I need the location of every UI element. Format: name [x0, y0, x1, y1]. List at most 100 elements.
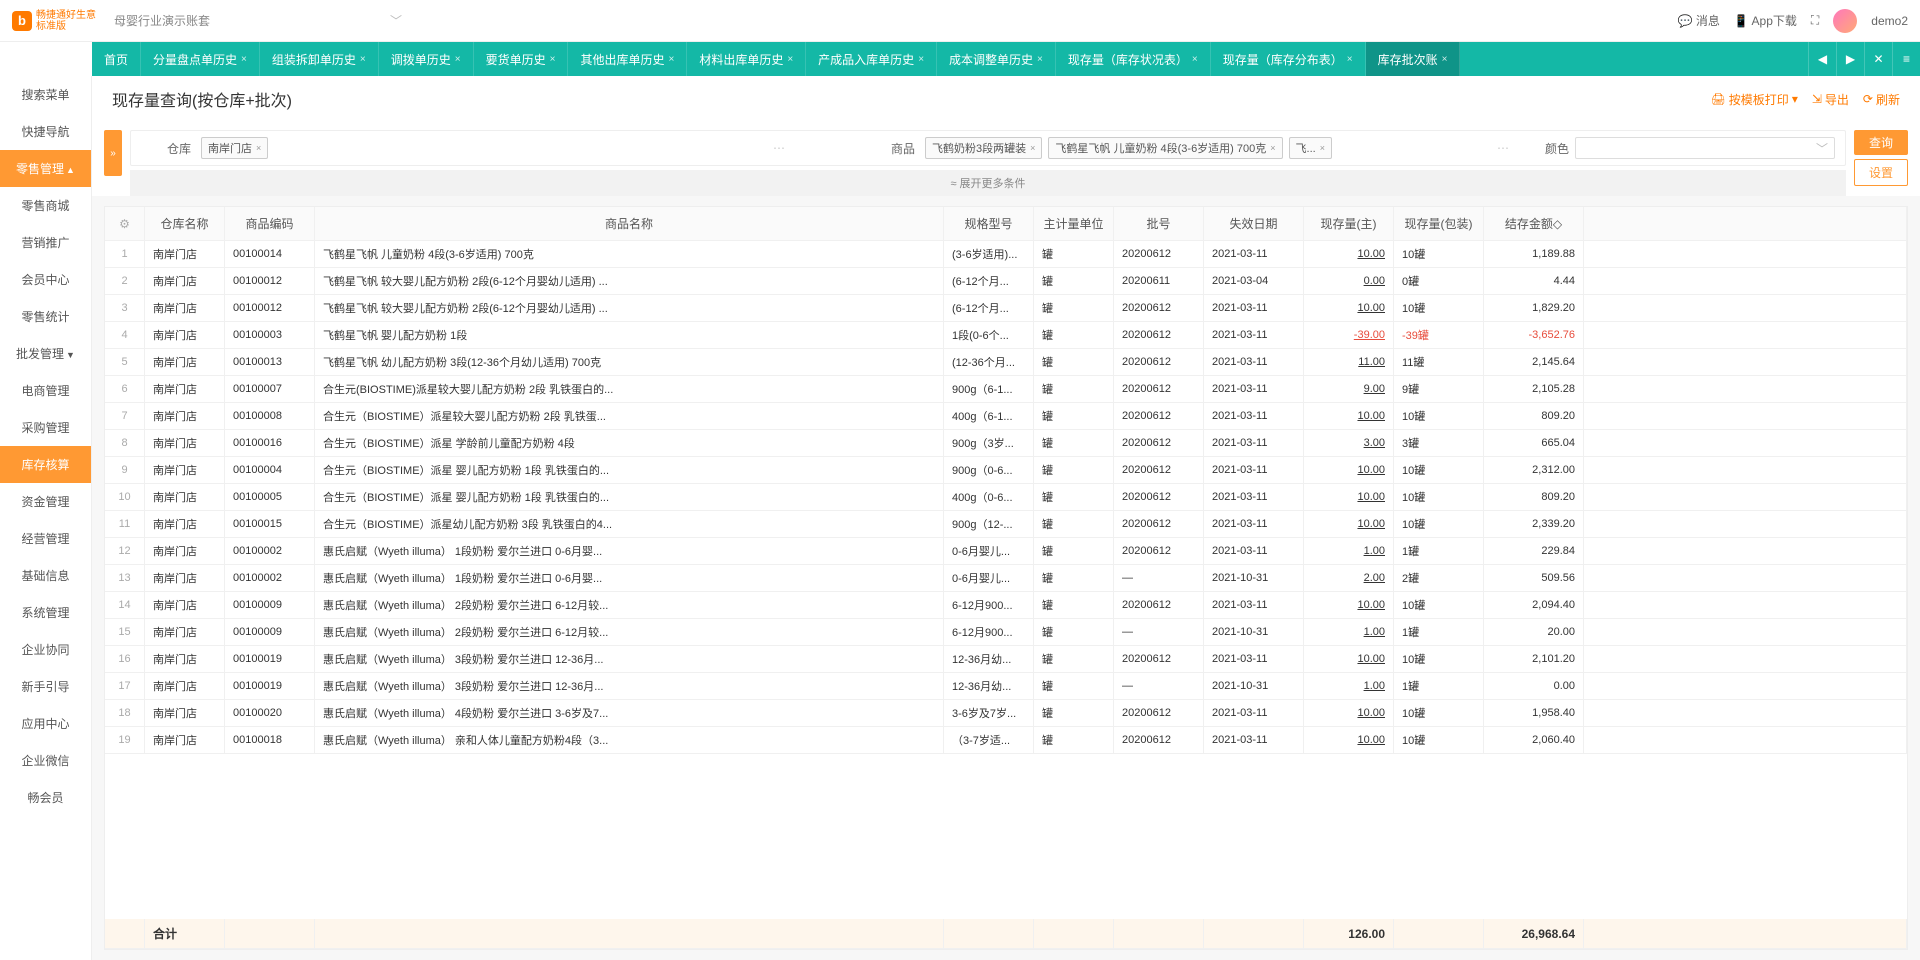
sidebar-item[interactable]: 基础信息	[0, 557, 91, 594]
table-row[interactable]: 14 南岸门店 00100009 惠氏启赋（Wyeth illuma） 2段奶粉…	[105, 592, 1907, 619]
sidebar-item[interactable]: 会员中心	[0, 261, 91, 298]
tab[interactable]: 现存量（库存分布表）×	[1211, 42, 1366, 76]
qty-link[interactable]: 10.00	[1357, 707, 1385, 719]
col-pkg[interactable]: 现存量(包装)	[1394, 207, 1484, 240]
table-row[interactable]: 3 南岸门店 00100012 飞鹤星飞帆 较大婴儿配方奶粉 2段(6-12个月…	[105, 295, 1907, 322]
close-icon[interactable]: ×	[1030, 143, 1035, 153]
qty-link[interactable]: 1.00	[1364, 626, 1385, 638]
sidebar-item[interactable]: 应用中心	[0, 705, 91, 742]
close-icon[interactable]: ×	[256, 143, 261, 153]
qty-link[interactable]: 11.00	[1358, 356, 1385, 368]
tab[interactable]: 产成品入库单历史×	[806, 42, 937, 76]
sidebar-item[interactable]: 批发管理▼	[0, 335, 91, 372]
close-icon[interactable]: ×	[1442, 54, 1448, 65]
export-button[interactable]: ⇲ 导出	[1812, 91, 1849, 108]
tab-menu[interactable]: ≡	[1892, 42, 1920, 76]
col-code[interactable]: 商品编码	[225, 207, 315, 240]
close-icon[interactable]: ×	[550, 54, 556, 65]
table-row[interactable]: 7 南岸门店 00100008 合生元（BIOSTIME）派星较大婴儿配方奶粉 …	[105, 403, 1907, 430]
filter-tag[interactable]: 飞...×	[1289, 137, 1332, 159]
settings-button[interactable]: 设置	[1854, 159, 1908, 186]
sidebar-item[interactable]: 搜索菜单	[0, 76, 91, 113]
table-row[interactable]: 15 南岸门店 00100009 惠氏启赋（Wyeth illuma） 2段奶粉…	[105, 619, 1907, 646]
table-row[interactable]: 4 南岸门店 00100003 飞鹤星飞帆 婴儿配方奶粉 1段 1段(0-6个.…	[105, 322, 1907, 349]
tab[interactable]: 组装拆卸单历史×	[260, 42, 379, 76]
qty-link[interactable]: 10.00	[1357, 491, 1385, 503]
table-row[interactable]: 1 南岸门店 00100014 飞鹤星飞帆 儿童奶粉 4段(3-6岁适用) 70…	[105, 241, 1907, 268]
col-amt[interactable]: 结存金额	[1505, 215, 1553, 232]
close-icon[interactable]: ×	[241, 54, 247, 65]
qty-link[interactable]: 10.00	[1357, 653, 1385, 665]
col-name[interactable]: 商品名称	[315, 207, 944, 240]
filter-tag[interactable]: 飞鹤星飞帆 儿童奶粉 4段(3-6岁适用) 700克×	[1048, 137, 1282, 159]
col-expire[interactable]: 失效日期	[1204, 207, 1304, 240]
qty-link[interactable]: 0.00	[1364, 275, 1385, 287]
col-batch[interactable]: 批号	[1114, 207, 1204, 240]
gear-icon[interactable]: ⚙	[105, 207, 145, 240]
qty-link[interactable]: 10.00	[1357, 248, 1385, 260]
fullscreen-icon[interactable]: ⛶	[1811, 13, 1819, 28]
print-button[interactable]: 🖨 按模板打印 ▾	[1711, 91, 1798, 108]
qty-link[interactable]: 1.00	[1364, 680, 1385, 692]
sidebar-item[interactable]: 营销推广	[0, 224, 91, 261]
sidebar-item[interactable]: 新手引导	[0, 668, 91, 705]
table-row[interactable]: 13 南岸门店 00100002 惠氏启赋（Wyeth illuma） 1段奶粉…	[105, 565, 1907, 592]
tab[interactable]: 要货单历史×	[474, 42, 569, 76]
sidebar-item[interactable]: 零售管理▲	[0, 150, 91, 187]
account-selector[interactable]: 母婴行业演示账套﹀	[100, 12, 1678, 29]
tab[interactable]: 成本调整单历史×	[937, 42, 1056, 76]
close-icon[interactable]: ×	[360, 54, 366, 65]
color-select[interactable]: ﹀	[1575, 137, 1835, 159]
table-row[interactable]: 10 南岸门店 00100005 合生元（BIOSTIME）派星 婴儿配方奶粉 …	[105, 484, 1907, 511]
qty-link[interactable]: 3.00	[1364, 437, 1385, 449]
tab[interactable]: 材料出库单历史×	[687, 42, 806, 76]
qty-link[interactable]: 2.00	[1364, 572, 1385, 584]
tab-scroll-left[interactable]: ◀	[1808, 42, 1836, 76]
sidebar-item[interactable]: 零售统计	[0, 298, 91, 335]
avatar[interactable]	[1833, 9, 1857, 33]
col-spec[interactable]: 规格型号	[944, 207, 1034, 240]
tab[interactable]: 库存批次账×	[1366, 42, 1461, 76]
sidebar-item[interactable]: 电商管理	[0, 372, 91, 409]
tab[interactable]: 调拨单历史×	[379, 42, 474, 76]
qty-link[interactable]: 10.00	[1357, 599, 1385, 611]
username[interactable]: demo2	[1871, 14, 1908, 28]
close-icon[interactable]: ×	[787, 54, 793, 65]
table-row[interactable]: 2 南岸门店 00100012 飞鹤星飞帆 较大婴儿配方奶粉 2段(6-12个月…	[105, 268, 1907, 295]
table-row[interactable]: 18 南岸门店 00100020 惠氏启赋（Wyeth illuma） 4段奶粉…	[105, 700, 1907, 727]
col-warehouse[interactable]: 仓库名称	[145, 207, 225, 240]
table-row[interactable]: 17 南岸门店 00100019 惠氏启赋（Wyeth illuma） 3段奶粉…	[105, 673, 1907, 700]
sidebar-item[interactable]: 快捷导航	[0, 113, 91, 150]
filter-tag[interactable]: 南岸门店×	[201, 137, 268, 159]
expand-filters[interactable]: ≈ 展开更多条件	[130, 170, 1846, 196]
tab[interactable]: 现存量（库存状况表）×	[1056, 42, 1211, 76]
logo[interactable]: b 畅捷通好生意 标准版	[12, 10, 100, 32]
filter-tag[interactable]: 飞鹤奶粉3段两罐装×	[925, 137, 1042, 159]
tab-close-all[interactable]: ✕	[1864, 42, 1892, 76]
qty-link[interactable]: 10.00	[1357, 410, 1385, 422]
col-qty[interactable]: 现存量(主)	[1321, 215, 1377, 232]
qty-link[interactable]: 10.00	[1357, 464, 1385, 476]
tab[interactable]: 分量盘点单历史×	[141, 42, 260, 76]
sidebar-item[interactable]: 资金管理	[0, 483, 91, 520]
sidebar-item[interactable]: 经营管理	[0, 520, 91, 557]
sidebar-item[interactable]: 库存核算	[0, 446, 91, 483]
qty-link[interactable]: -39.00	[1354, 329, 1385, 341]
tab[interactable]: 首页	[92, 42, 141, 76]
qty-link[interactable]: 9.00	[1364, 383, 1385, 395]
close-icon[interactable]: ×	[1347, 54, 1353, 65]
refresh-button[interactable]: ⟳ 刷新	[1863, 91, 1900, 108]
col-unit[interactable]: 主计量单位	[1034, 207, 1114, 240]
sidebar-item[interactable]: 企业协同	[0, 631, 91, 668]
sidebar-item[interactable]: 采购管理	[0, 409, 91, 446]
sidebar-item[interactable]: 企业微信	[0, 742, 91, 779]
qty-link[interactable]: 10.00	[1357, 734, 1385, 746]
table-row[interactable]: 9 南岸门店 00100004 合生元（BIOSTIME）派星 婴儿配方奶粉 1…	[105, 457, 1907, 484]
tab[interactable]: 其他出库单历史×	[568, 42, 687, 76]
table-row[interactable]: 5 南岸门店 00100013 飞鹤星飞帆 幼儿配方奶粉 3段(12-36个月幼…	[105, 349, 1907, 376]
warehouse-tags[interactable]: 南岸门店×	[201, 137, 763, 159]
sidebar-item[interactable]: 畅会员	[0, 779, 91, 816]
app-download-link[interactable]: 📱 App下载	[1734, 12, 1797, 29]
close-icon[interactable]: ×	[455, 54, 461, 65]
qty-link[interactable]: 1.00	[1364, 545, 1385, 557]
